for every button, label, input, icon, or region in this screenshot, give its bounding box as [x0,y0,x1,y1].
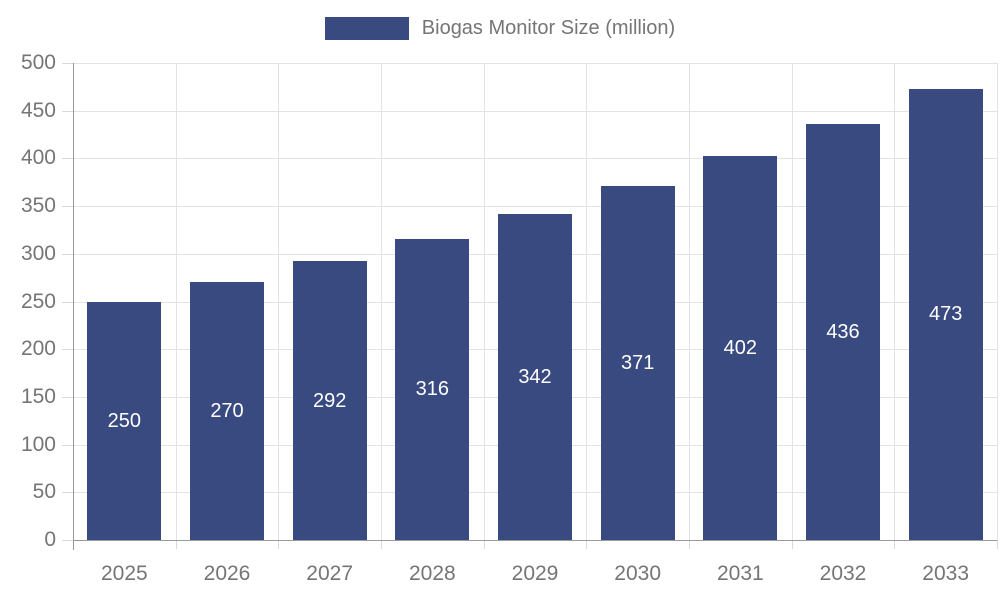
bar-value-label: 316 [415,378,450,401]
gridline-vertical [689,63,690,540]
gridline-vertical [381,63,382,540]
gridline-vertical [997,63,998,540]
gridline-horizontal [73,110,997,112]
x-axis-tick [586,540,588,549]
y-axis-label: 450 [20,98,56,122]
x-axis-tick [381,540,382,549]
x-axis-line [73,540,997,541]
gridline-horizontal [73,158,997,160]
x-axis-label: 2025 [100,562,148,585]
y-axis-label: 300 [20,241,56,265]
bar-value-label: 436 [826,321,860,344]
x-axis-label: 2028 [408,562,456,585]
y-axis-tick [62,110,73,112]
x-axis-label: 2027 [306,562,354,585]
y-axis-tick [62,349,73,351]
bar-2025[interactable]: 250 [87,301,162,540]
y-axis-tick [62,492,73,494]
x-axis-tick [689,540,690,549]
y-axis-label: 100 [20,432,56,456]
y-axis-tick [62,206,73,208]
bar-2029[interactable]: 342 [498,213,572,540]
y-axis-label: 0 [44,528,56,551]
x-axis-label: 2026 [203,562,251,585]
x-axis-tick [791,540,793,549]
y-axis-label: 250 [20,289,56,313]
x-axis-tick [997,540,998,549]
gridline-vertical [894,63,896,540]
gridline-vertical [586,63,588,540]
gridline-vertical [791,63,793,540]
gridline-vertical [483,63,485,540]
bar-value-label: 371 [620,352,655,375]
y-axis-tick [62,301,73,303]
bar-2032[interactable]: 436 [806,124,880,540]
bar-2026[interactable]: 270 [190,282,264,540]
legend-swatch [324,17,409,40]
x-axis-label: 2031 [716,562,764,585]
y-axis-label: 350 [20,194,56,218]
bar-2030[interactable]: 371 [600,186,675,540]
gridline-horizontal [73,63,997,64]
x-axis-label: 2032 [819,562,867,585]
y-axis-label: 50 [32,480,56,504]
y-axis-tick [62,63,73,64]
x-axis-label: 2033 [922,562,970,585]
y-axis-tick [62,158,73,160]
bar-value-label: 292 [312,389,347,412]
y-axis-tick [62,444,73,446]
gridline-horizontal [73,206,997,208]
gridline-vertical [175,63,177,540]
bar-2033[interactable]: 473 [908,88,983,540]
y-axis-line [73,63,74,550]
bar-2028[interactable]: 316 [395,238,470,540]
legend[interactable]: Biogas Monitor Size (million) [0,17,1000,40]
y-axis-tick [62,396,73,398]
x-axis-tick [175,540,177,549]
y-axis-label: 150 [20,384,56,408]
x-axis-tick [278,540,280,549]
x-axis-tick [483,540,485,549]
y-axis-label: 200 [20,337,56,361]
y-axis-tick [62,540,73,541]
bar-value-label: 473 [928,303,963,326]
x-axis-label: 2029 [511,562,559,585]
bar-value-label: 270 [210,400,244,423]
bar-value-label: 250 [107,409,142,432]
y-axis-label: 400 [20,146,56,170]
legend-label: Biogas Monitor Size (million) [421,17,676,39]
y-axis-label: 500 [20,51,56,74]
x-axis-label: 2030 [614,562,662,585]
x-axis-tick [894,540,896,549]
y-axis-tick [62,253,73,255]
bar-2027[interactable]: 292 [292,261,367,540]
bar-value-label: 402 [723,337,758,360]
bar-2031[interactable]: 402 [703,156,778,540]
bar-value-label: 342 [518,365,552,388]
gridline-vertical [278,63,280,540]
